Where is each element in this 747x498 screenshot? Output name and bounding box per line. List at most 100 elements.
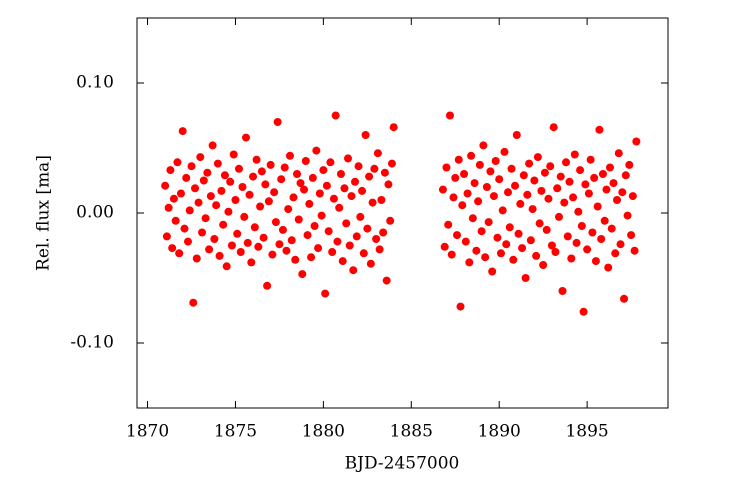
data-point — [451, 173, 460, 182]
data-point — [507, 164, 516, 173]
data-point — [563, 232, 572, 241]
data-point — [331, 111, 340, 120]
data-point — [518, 244, 527, 253]
data-point — [278, 225, 287, 234]
data-point — [530, 176, 539, 185]
data-point — [502, 240, 511, 249]
data-point — [182, 173, 191, 182]
data-point — [460, 170, 469, 178]
data-point — [206, 192, 215, 201]
data-point — [291, 255, 300, 264]
data-point — [628, 192, 637, 201]
data-point — [335, 203, 344, 212]
data-point — [176, 189, 185, 198]
data-point — [465, 258, 474, 267]
data-point — [484, 218, 493, 227]
data-point — [521, 274, 530, 282]
data-point — [256, 202, 265, 211]
data-point — [352, 232, 361, 241]
data-point — [572, 238, 581, 247]
data-point — [373, 149, 382, 158]
data-point — [632, 137, 641, 146]
data-point — [598, 170, 607, 178]
data-point — [577, 222, 586, 230]
data-point — [238, 183, 247, 191]
data-point — [338, 257, 347, 266]
data-point — [268, 250, 277, 259]
data-point — [162, 232, 171, 241]
data-point — [595, 125, 604, 134]
x-tick-label: 1895 — [565, 422, 608, 442]
data-point — [488, 267, 497, 276]
data-point — [361, 131, 370, 139]
data-point — [477, 227, 486, 236]
x-tick-label: 1880 — [302, 422, 345, 442]
data-point — [498, 206, 507, 215]
data-point — [525, 159, 534, 168]
data-point — [581, 180, 590, 189]
data-point — [168, 244, 177, 253]
data-point — [382, 276, 391, 285]
data-point — [227, 241, 236, 250]
data-point — [479, 141, 488, 150]
data-point — [198, 228, 207, 237]
data-point — [224, 207, 233, 216]
data-point — [583, 245, 592, 254]
data-point — [220, 171, 229, 180]
data-point — [489, 192, 498, 201]
data-point — [164, 203, 173, 212]
data-point — [310, 222, 319, 230]
data-point — [298, 270, 307, 279]
data-point — [217, 186, 226, 195]
data-point — [205, 245, 214, 254]
data-point — [514, 229, 523, 238]
data-point — [287, 236, 296, 245]
data-point — [554, 212, 563, 221]
data-point — [312, 146, 321, 155]
data-point — [447, 250, 456, 259]
data-point — [500, 147, 509, 156]
data-point — [242, 133, 251, 142]
data-point — [203, 168, 212, 177]
data-point — [231, 196, 240, 204]
data-point — [535, 219, 544, 228]
data-point — [229, 150, 238, 159]
data-point — [444, 220, 453, 229]
data-point — [354, 162, 363, 171]
data-point — [627, 231, 636, 240]
data-point — [219, 220, 228, 229]
data-point — [222, 262, 231, 271]
data-point — [493, 233, 502, 242]
data-point — [470, 179, 479, 188]
data-point — [453, 231, 462, 240]
data-point — [194, 198, 203, 207]
x-axis-label: BJD-2457000 — [345, 454, 460, 474]
data-point — [315, 189, 324, 198]
data-point — [259, 233, 268, 242]
data-point — [621, 171, 630, 180]
data-point — [579, 307, 588, 316]
data-point — [233, 229, 242, 238]
data-point — [264, 197, 273, 206]
data-point — [461, 237, 470, 246]
data-point — [366, 259, 375, 268]
data-point — [249, 172, 258, 181]
data-point — [605, 163, 614, 172]
data-point — [618, 188, 627, 197]
data-point — [257, 167, 266, 176]
data-point — [191, 184, 200, 193]
data-point — [590, 173, 599, 182]
data-point — [472, 246, 481, 255]
data-point — [511, 181, 520, 190]
data-point — [607, 224, 616, 233]
data-point — [377, 196, 386, 204]
data-point — [623, 211, 632, 220]
data-point — [285, 151, 294, 160]
data-point — [574, 207, 583, 216]
data-point — [540, 168, 549, 177]
data-point — [593, 202, 602, 211]
data-point — [208, 141, 217, 150]
data-point — [210, 235, 219, 243]
data-point — [234, 164, 243, 173]
data-point — [189, 298, 198, 307]
